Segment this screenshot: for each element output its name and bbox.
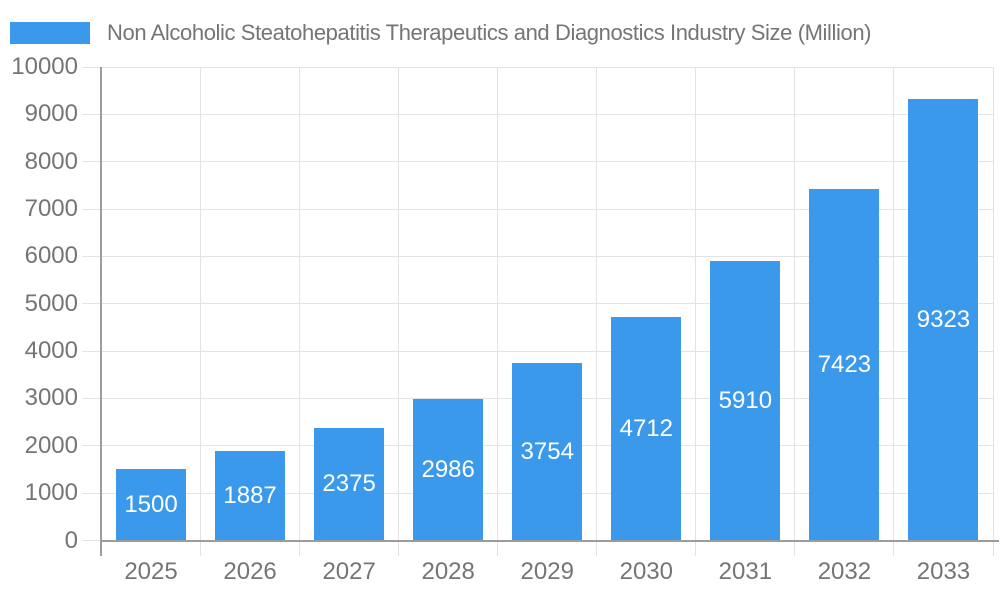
y-axis-tick-label: 4000	[24, 337, 78, 365]
gridline-vertical	[893, 67, 895, 556]
gridline-vertical	[299, 67, 301, 556]
bar-value-label: 2375	[322, 470, 376, 498]
y-axis-tick-label: 9000	[24, 100, 78, 128]
gridline-horizontal	[82, 255, 993, 257]
bar-2030[interactable]: 4712	[611, 317, 682, 541]
x-axis-tick-label: 2025	[124, 558, 178, 585]
y-axis-tick-label: 5000	[24, 289, 78, 317]
y-axis-tick-label: 2000	[24, 431, 78, 459]
bar-value-label: 9323	[916, 305, 971, 333]
bar-value-label: 2986	[421, 455, 475, 483]
bar-2029[interactable]: 3754	[512, 362, 583, 541]
bar-2032[interactable]: 7423	[809, 189, 880, 541]
gridline-vertical	[695, 67, 697, 556]
x-axis-tick-label: 2028	[421, 558, 475, 585]
chart-title: Non Alcoholic Steatohepatitis Therapeuti…	[107, 20, 872, 45]
gridline-horizontal	[82, 66, 993, 68]
bar-value-label: 5910	[718, 386, 773, 414]
y-axis-tick-label: 6000	[24, 242, 78, 270]
x-axis-line	[100, 539, 999, 542]
x-axis-tick-label: 2030	[619, 558, 673, 585]
bar-2025[interactable]: 1500	[116, 469, 187, 541]
gridline-horizontal	[82, 208, 993, 210]
gridline-vertical	[992, 67, 994, 556]
y-axis-tick-label: 7000	[24, 195, 78, 223]
gridline-horizontal	[82, 303, 993, 305]
legend-item[interactable]: Non Alcoholic Steatohepatitis Therapeuti…	[10, 22, 871, 44]
x-axis-tick-label: 2032	[817, 558, 872, 585]
bar-value-label: 1887	[223, 481, 277, 509]
bar-value-label: 3754	[520, 437, 574, 465]
y-axis-tick-label: 0	[64, 526, 78, 554]
gridline-vertical	[398, 67, 400, 556]
legend-swatch	[10, 22, 90, 44]
x-axis-tick-label: 2027	[322, 558, 376, 585]
bar-2028[interactable]: 2986	[413, 399, 484, 541]
gridline-horizontal	[82, 161, 993, 163]
bar-value-label: 1500	[124, 490, 178, 518]
bar-2033[interactable]: 9323	[908, 99, 979, 541]
gridline-vertical	[200, 67, 202, 556]
bar-2027[interactable]: 2375	[314, 428, 385, 541]
y-axis-tick-label: 10000	[11, 53, 78, 80]
gridline-horizontal	[82, 350, 993, 352]
bar-2031[interactable]: 5910	[710, 260, 781, 541]
gridline-vertical	[596, 67, 598, 556]
x-axis-tick-label: 2026	[223, 558, 277, 585]
x-axis-tick-label: 2033	[916, 558, 971, 585]
gridline-vertical	[794, 67, 796, 556]
x-axis-tick-label: 2031	[718, 558, 773, 585]
gridline-vertical	[497, 67, 499, 556]
gridline-horizontal	[82, 113, 993, 115]
y-axis-tick-label: 3000	[24, 384, 78, 412]
bar-2026[interactable]: 1887	[215, 451, 286, 541]
bar-value-label: 4712	[619, 414, 673, 442]
y-axis-tick-label: 1000	[24, 479, 78, 507]
y-axis-line	[100, 67, 102, 556]
x-axis-tick-label: 2029	[520, 558, 574, 585]
bar-value-label: 7423	[817, 350, 872, 378]
y-axis-tick-label: 8000	[24, 147, 78, 175]
